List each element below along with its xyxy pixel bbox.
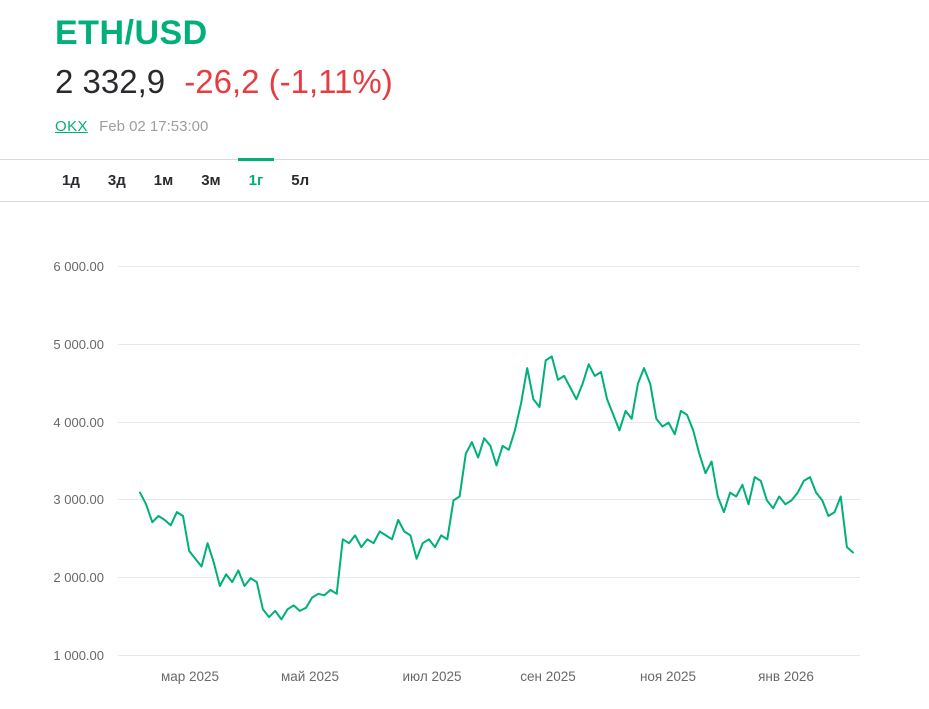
price-row: 2 332,9 -26,2 (-1,11%) bbox=[55, 62, 929, 102]
last-price: 2 332,9 bbox=[55, 63, 166, 100]
x-axis-label: июл 2025 bbox=[402, 669, 462, 684]
y-axis-label: 4 000.00 bbox=[53, 415, 104, 430]
exchange-source-link[interactable]: OKX bbox=[55, 118, 88, 135]
price-line-chart[interactable] bbox=[0, 202, 929, 709]
y-axis-label: 1 000.00 bbox=[53, 648, 104, 663]
x-axis-label: мар 2025 bbox=[160, 669, 220, 684]
tab-label: 5л bbox=[291, 172, 310, 189]
tab-label: 3м bbox=[201, 172, 221, 189]
source-row: OKX Feb 02 17:53:00 bbox=[55, 116, 929, 138]
gridline bbox=[118, 344, 860, 345]
tab-1d[interactable]: 1д bbox=[48, 160, 94, 201]
timeframe-tabs: 1д 3д 1м 3м 1г 5л bbox=[0, 158, 929, 202]
tab-label: 1м bbox=[153, 172, 174, 189]
gridline bbox=[118, 422, 860, 423]
quote-header: ETH/USD 2 332,9 -26,2 (-1,11%) OKX Feb 0… bbox=[0, 0, 929, 138]
gridline bbox=[118, 655, 860, 656]
tab-1y[interactable]: 1г bbox=[235, 158, 278, 201]
active-tab-indicator bbox=[237, 158, 275, 161]
tab-label: 1г bbox=[248, 172, 264, 189]
tab-3d[interactable]: 3д bbox=[94, 160, 140, 201]
x-axis-label: янв 2026 bbox=[758, 669, 814, 684]
y-axis-label: 6 000.00 bbox=[53, 259, 104, 274]
tab-label: 1д bbox=[62, 172, 80, 189]
x-axis-label: май 2025 bbox=[280, 669, 340, 684]
x-axis-label: сен 2025 bbox=[520, 669, 576, 684]
instrument-title: ETH/USD bbox=[55, 14, 208, 52]
gridline bbox=[118, 499, 860, 500]
quote-timestamp: Feb 02 17:53:00 bbox=[99, 118, 209, 135]
gridline bbox=[118, 577, 860, 578]
y-axis-label: 2 000.00 bbox=[53, 570, 104, 585]
y-axis-label: 5 000.00 bbox=[53, 337, 104, 352]
price-change: -26,2 (-1,11%) bbox=[184, 63, 393, 100]
gridline bbox=[118, 266, 860, 267]
tab-1m[interactable]: 1м bbox=[140, 160, 187, 201]
tab-3m[interactable]: 3м bbox=[187, 160, 234, 201]
x-axis-label: ноя 2025 bbox=[639, 669, 697, 684]
tab-5y[interactable]: 5л bbox=[277, 160, 323, 201]
price-chart-area: 6 000.00 5 000.00 4 000.00 3 000.00 2 00… bbox=[0, 202, 929, 709]
y-axis-label: 3 000.00 bbox=[53, 492, 104, 507]
tab-label: 3д bbox=[107, 172, 126, 189]
